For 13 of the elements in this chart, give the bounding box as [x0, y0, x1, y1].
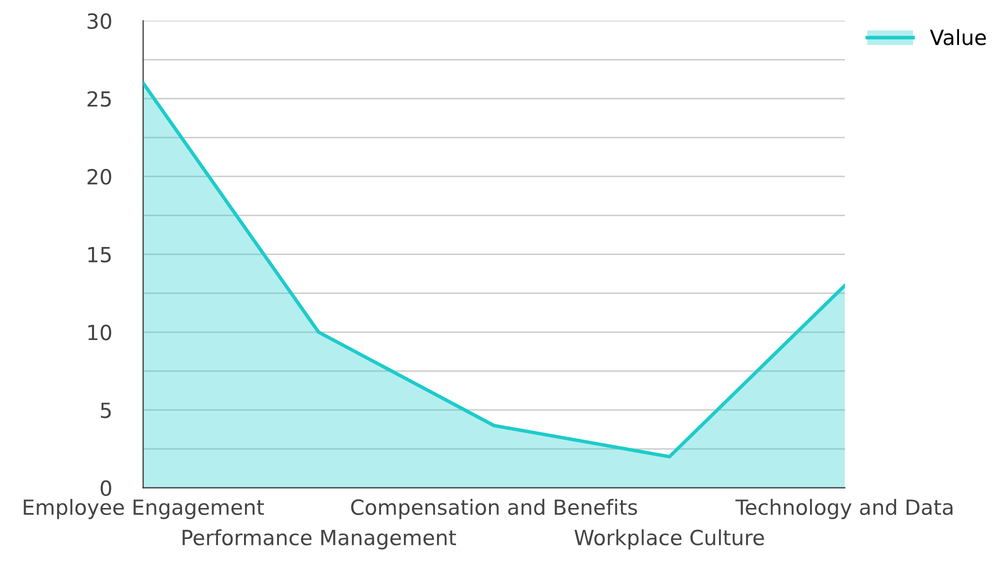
y-tick-label: 10 [88, 324, 112, 340]
y-tick-label: 15 [88, 247, 111, 263]
y-tick-label: 0 [100, 480, 112, 496]
legend-label: Value [930, 29, 986, 46]
x-tick-label: Workplace Culture [574, 529, 764, 550]
y-tick-label: 30 [88, 13, 112, 30]
y-tick-label: 5 [100, 402, 111, 418]
y-tick-label: 25 [88, 91, 111, 107]
x-tick-label: Employee Engagement [24, 498, 264, 520]
x-tick-label: Compensation and Benefits [351, 498, 638, 520]
y-tick-label: 20 [88, 168, 112, 185]
x-tick-label: Performance Management [182, 529, 456, 550]
x-tick-label: Technology and Data [735, 498, 952, 520]
